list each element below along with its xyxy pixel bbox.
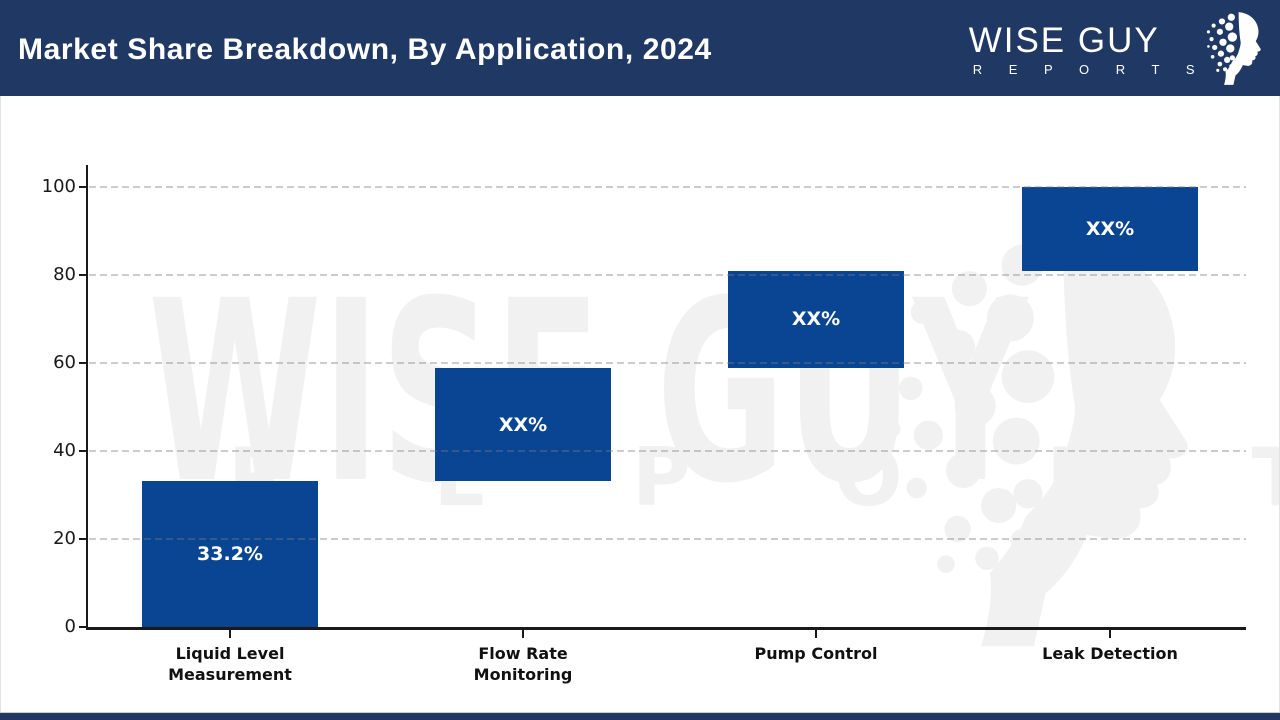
category-label: Flow Rate Monitoring bbox=[473, 644, 573, 684]
y-axis-line bbox=[86, 165, 88, 629]
y-tick-mark bbox=[79, 274, 86, 276]
x-axis-line bbox=[86, 627, 1246, 630]
brand-logo-text: WISE GUY R E P O R T S bbox=[969, 23, 1206, 76]
y-tick-label: 20 bbox=[53, 528, 76, 549]
brand-head-icon bbox=[1202, 10, 1270, 88]
y-tick-label: 60 bbox=[53, 352, 76, 373]
gridline bbox=[89, 362, 1246, 364]
y-tick-label: 100 bbox=[41, 176, 76, 197]
footer-band bbox=[0, 713, 1280, 720]
y-tick-mark bbox=[79, 450, 86, 452]
chart-title: Market Share Breakdown, By Application, … bbox=[18, 33, 712, 66]
x-tick-mark bbox=[1109, 630, 1111, 638]
brand-tagline: R E P O R T S bbox=[972, 61, 1206, 77]
x-tick-mark bbox=[522, 630, 524, 638]
category-label: Liquid Level Measurement bbox=[168, 644, 292, 684]
category-label: Pump Control bbox=[754, 644, 878, 663]
page-border-left bbox=[0, 96, 1, 713]
x-tick-mark bbox=[815, 630, 817, 638]
y-tick-mark bbox=[79, 538, 86, 540]
gridline bbox=[89, 186, 1246, 188]
y-tick-label: 0 bbox=[64, 616, 76, 637]
waterfall-bar bbox=[435, 368, 611, 481]
waterfall-bar bbox=[728, 270, 904, 369]
brand-name: WISE GUY bbox=[968, 20, 1160, 60]
bar-value-label: XX% bbox=[1085, 217, 1135, 240]
gridline bbox=[89, 450, 1246, 452]
y-tick-mark bbox=[79, 362, 86, 364]
gridline bbox=[89, 538, 1246, 540]
bar-value-label: 33.2% bbox=[197, 542, 263, 565]
header-band: Market Share Breakdown, By Application, … bbox=[0, 0, 1280, 96]
bar-value-label: XX% bbox=[498, 413, 548, 436]
brand-logo: WISE GUY R E P O R T S bbox=[969, 7, 1270, 91]
y-tick-mark bbox=[79, 186, 86, 188]
chart-plot-area: WISE GUY R E P O R T S 02040608010033.2%… bbox=[0, 96, 1280, 712]
footer-hairline bbox=[0, 712, 1280, 713]
waterfall-bar bbox=[142, 480, 318, 627]
x-tick-mark bbox=[229, 630, 231, 638]
y-tick-label: 80 bbox=[53, 264, 76, 285]
category-label: Leak Detection bbox=[1042, 644, 1178, 663]
y-tick-label: 40 bbox=[53, 440, 76, 461]
bar-value-label: XX% bbox=[791, 308, 841, 331]
gridline bbox=[89, 274, 1246, 276]
watermark-head-icon bbox=[858, 224, 1239, 664]
y-tick-mark bbox=[79, 626, 86, 628]
waterfall-bar bbox=[1022, 187, 1198, 271]
